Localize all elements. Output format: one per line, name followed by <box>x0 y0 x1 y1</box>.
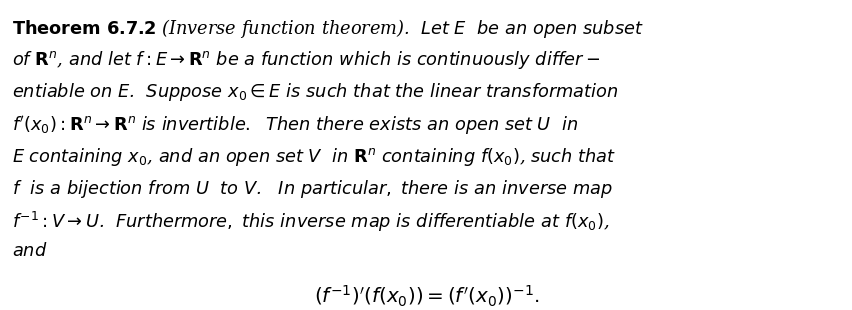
Text: $(f^{-1})'(f(x_0)) = (f'(x_0))^{-1}.$: $(f^{-1})'(f(x_0)) = (f'(x_0))^{-1}.$ <box>314 284 538 309</box>
Text: $f^{-1} : V \rightarrow U$. $\mathit{\ Furthermore,\ this\ inverse\ map\ is\ dif: $f^{-1} : V \rightarrow U$. $\mathit{\ F… <box>13 210 609 234</box>
Text: $\mathit{and}$: $\mathit{and}$ <box>13 242 48 260</box>
Text: $\mathbf{Theorem\ 6.7.2}$ (Inverse function theorem).  $\mathit{Let}$ $E$  $\mat: $\mathbf{Theorem\ 6.7.2}$ (Inverse funct… <box>13 17 643 40</box>
Text: $\mathit{entiable\ on}$ $E$. $\mathit{\ Suppose}$ $x_0 \in E$ $\mathit{is\ such\: $\mathit{entiable\ on}$ $E$. $\mathit{\ … <box>13 82 619 104</box>
Text: $f$ $\mathit{\ is\ a\ bijection\ from}$ $U$ $\mathit{\ to}$ $V$. $\mathit{\ \ In: $f$ $\mathit{\ is\ a\ bijection\ from}$ … <box>13 178 613 200</box>
Text: $E$ $\mathit{containing}$ $x_0$, $\mathit{and\ an\ open\ set}$ $V$ $\mathit{\ in: $E$ $\mathit{containing}$ $x_0$, $\mathi… <box>13 146 616 168</box>
Text: $f'(x_0) : \mathbf{R}^n \rightarrow \mathbf{R}^n$ $\mathit{is\ invertible.\ \ Th: $f'(x_0) : \mathbf{R}^n \rightarrow \mat… <box>13 113 579 136</box>
Text: $\mathit{of}$ $\mathbf{R}^n$, $\mathit{and\ let}$ $f : E \rightarrow \mathbf{R}^: $\mathit{of}$ $\mathbf{R}^n$, $\mathit{a… <box>13 49 600 71</box>
